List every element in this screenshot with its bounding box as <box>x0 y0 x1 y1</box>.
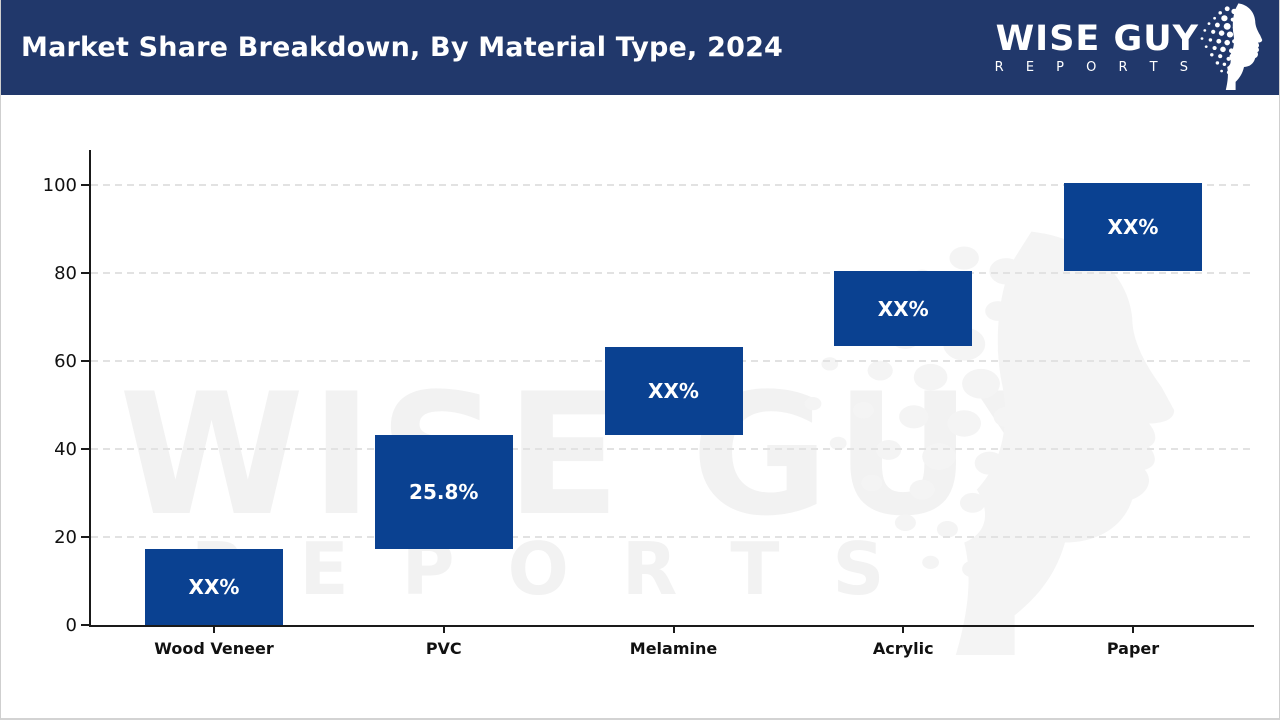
header-bar: Market Share Breakdown, By Material Type… <box>1 0 1279 95</box>
gridline <box>91 536 1254 538</box>
y-tick-label: 60 <box>54 351 77 372</box>
bar-value-label: XX% <box>188 574 240 599</box>
y-tick-label: 20 <box>54 527 77 548</box>
plot-area: 0 20 40 60 80 100 XX% Wood Veneer 25.8% PVC XX% Mel… <box>43 150 1254 658</box>
x-tick-label: Paper <box>1106 639 1160 658</box>
bar-value-label: XX% <box>877 296 929 321</box>
bar: XX% <box>604 346 743 436</box>
y-tick-mark <box>81 536 89 538</box>
x-tick-label: PVC <box>425 639 462 658</box>
bar: XX% <box>1064 182 1202 272</box>
x-tick-label: Wood Veneer <box>154 639 274 658</box>
y-tick-mark <box>81 448 89 450</box>
y-tick-label: 0 <box>65 615 77 636</box>
chart-area: WISE GUY R E P O R T S <box>1 95 1279 718</box>
y-tick-mark <box>81 624 89 626</box>
x-tick-mark <box>213 625 215 633</box>
y-tick-mark <box>81 360 89 362</box>
x-tick-label: Melamine <box>629 639 718 658</box>
bar-value-label: XX% <box>1107 215 1159 240</box>
y-tick-mark <box>81 272 89 274</box>
wise-guy-logo: WISE GUY R E P O R T S <box>995 2 1265 94</box>
x-tick-mark <box>1132 625 1134 633</box>
x-tick-mark <box>442 625 445 633</box>
watermark-subtitle: R E P O R T S <box>191 527 899 611</box>
head-profile-icon <box>1195 2 1265 94</box>
bar: 25.8% <box>374 435 513 549</box>
logo-wordmark: WISE GUY <box>995 18 1199 59</box>
logo-subtitle: R E P O R T S <box>994 59 1197 75</box>
bar-value-label: 25.8% <box>409 480 479 505</box>
page-title: Market Share Breakdown, By Material Type… <box>21 32 784 63</box>
y-tick-label: 80 <box>54 263 77 284</box>
y-tick-label: 100 <box>42 175 77 196</box>
x-tick-label: Acrylic <box>872 639 934 658</box>
x-tick-mark <box>902 625 905 633</box>
gridline <box>91 272 1254 274</box>
y-tick-label: 40 <box>54 439 77 460</box>
logo-text: WISE GUY R E P O R T S <box>994 18 1199 75</box>
x-tick-mark <box>672 625 675 633</box>
bar-value-label: XX% <box>648 378 699 403</box>
gridline <box>91 184 1254 186</box>
gridline <box>91 448 1254 450</box>
bar: XX% <box>145 548 283 625</box>
bar: XX% <box>834 271 973 347</box>
y-tick-mark <box>81 184 89 186</box>
